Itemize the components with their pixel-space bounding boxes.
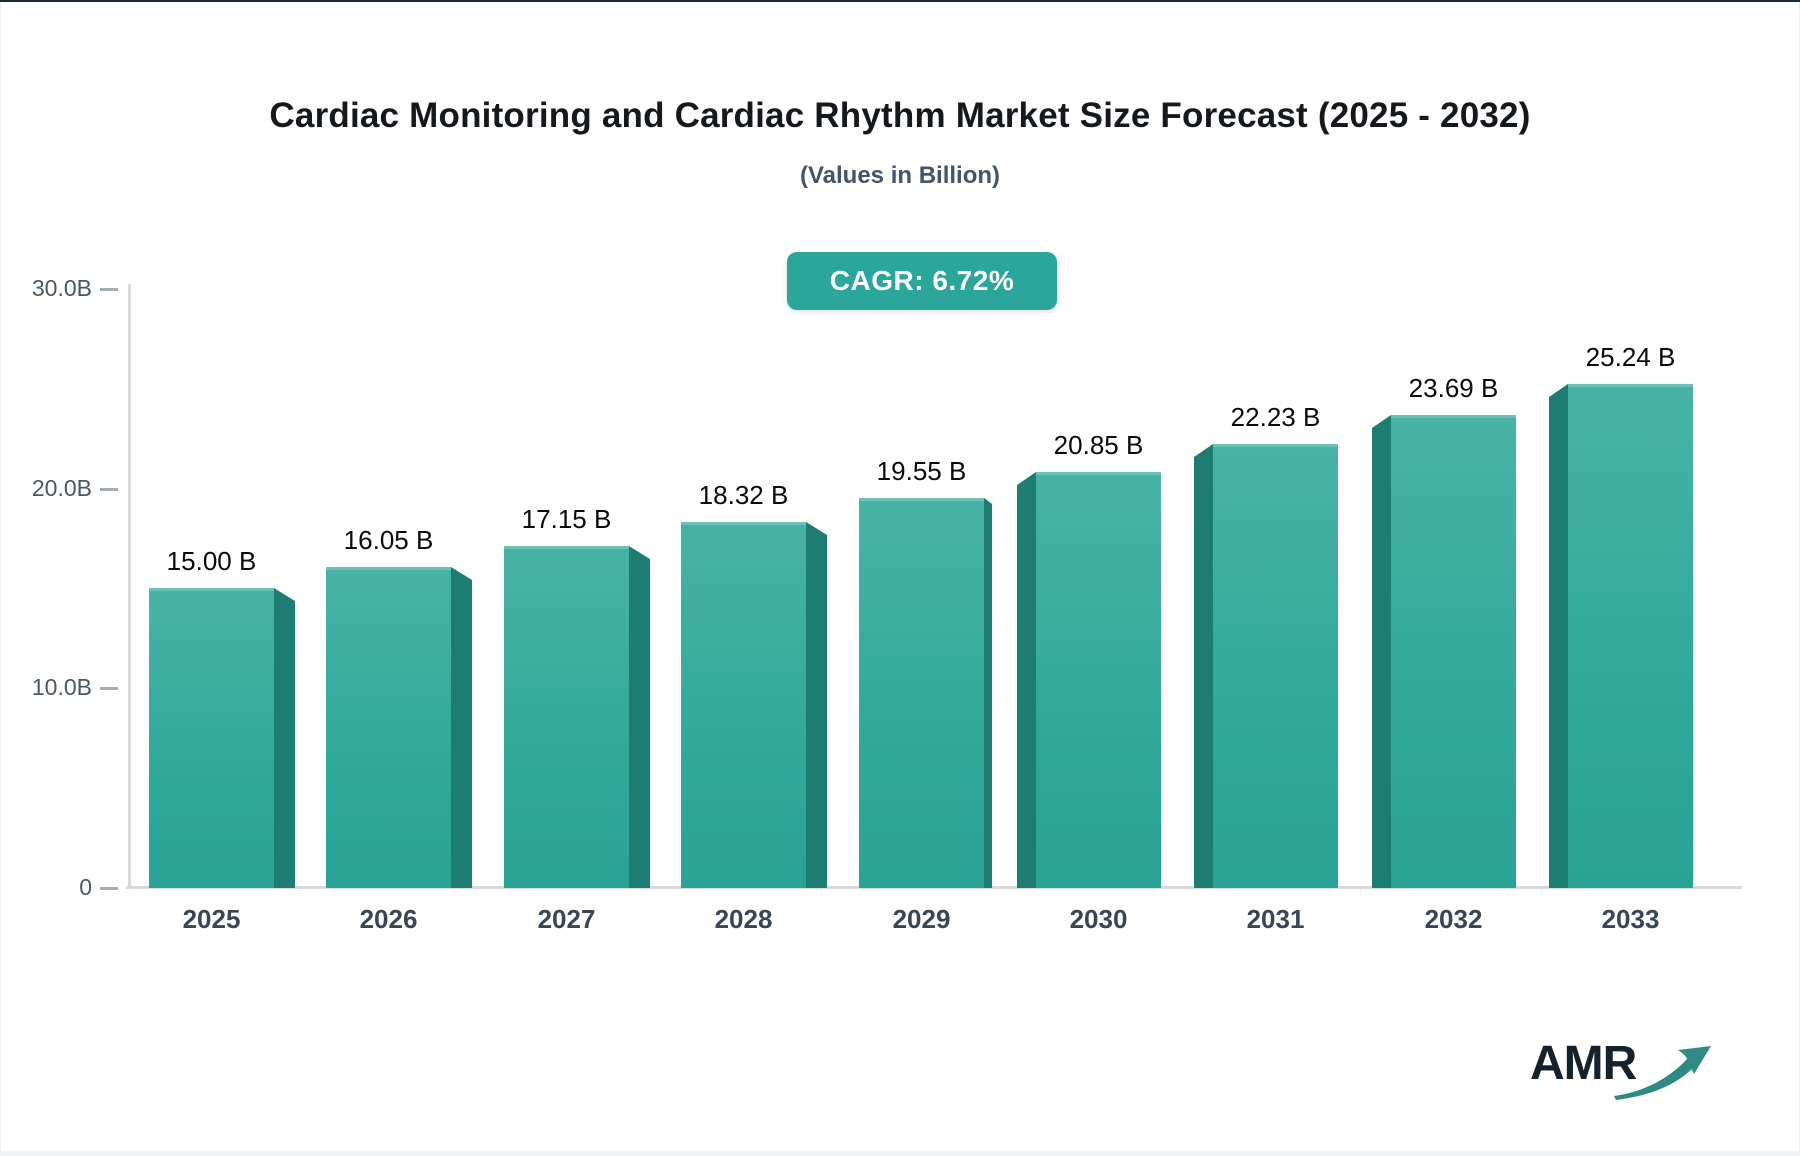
bar-value-label: 25.24 B	[1585, 342, 1676, 372]
bar-value-label: 15.00 B	[166, 546, 257, 576]
bar-side	[451, 567, 472, 888]
bar-face	[859, 498, 984, 888]
x-tick-label-2026: 2026	[359, 904, 418, 934]
x-tick-label-2025: 2025	[182, 904, 241, 934]
y-tick-dash	[100, 488, 118, 491]
y-tick-dash	[100, 288, 118, 291]
bottom-border-strip	[0, 1151, 1800, 1156]
bar-2025[interactable]	[149, 588, 295, 888]
bar-side	[1194, 444, 1213, 888]
x-tick-label-2032: 2032	[1424, 904, 1483, 934]
bar-side	[806, 522, 827, 888]
x-tick-label-2027: 2027	[537, 904, 596, 934]
bar-2031[interactable]	[1194, 444, 1338, 888]
cagr-badge: CAGR: 6.72%	[787, 252, 1057, 310]
x-tick-label-2029: 2029	[892, 904, 951, 934]
bar-side	[1549, 384, 1568, 888]
y-tick-dash	[100, 887, 118, 890]
y-tick-label: 0	[79, 874, 92, 900]
bar-value-label: 22.23 B	[1230, 402, 1321, 432]
bar-side	[1017, 472, 1036, 888]
bar-value-label: 17.15 B	[521, 504, 612, 534]
amr-logo: AMR	[1530, 1036, 1720, 1106]
x-tick-label-2031: 2031	[1246, 904, 1305, 934]
growth-arrow-icon	[1614, 1046, 1711, 1100]
y-tick-label: 10.0B	[31, 674, 92, 700]
top-border-line	[0, 0, 1800, 2]
chart-subtitle: (Values in Billion)	[799, 162, 1001, 189]
x-tick-label-2033: 2033	[1601, 904, 1660, 934]
bar-face	[1213, 444, 1338, 888]
bar-2027[interactable]	[504, 546, 650, 888]
y-tick-label: 30.0B	[31, 275, 92, 301]
y-tick-label: 20.0B	[31, 475, 92, 501]
bar-2028[interactable]	[681, 522, 827, 888]
bar-2032[interactable]	[1372, 415, 1516, 888]
bar-face	[1391, 415, 1516, 888]
bar-face	[1568, 384, 1693, 888]
bar-side	[629, 546, 650, 888]
bar-2030[interactable]	[1017, 472, 1161, 888]
bar-face	[504, 546, 629, 888]
bar-face	[149, 588, 274, 888]
bar-face	[1036, 472, 1161, 888]
bar-value-label: 16.05 B	[343, 525, 434, 555]
x-tick-label-2028: 2028	[714, 904, 773, 934]
bar-side	[1372, 415, 1391, 888]
bar-2026[interactable]	[326, 567, 472, 888]
bar-value-label: 23.69 B	[1408, 373, 1499, 403]
y-axis	[128, 284, 131, 888]
amr-logo-text: AMR	[1530, 1037, 1637, 1090]
bar-2029[interactable]	[859, 498, 992, 888]
bar-value-label: 20.85 B	[1053, 430, 1144, 460]
bar-2033[interactable]	[1549, 384, 1693, 888]
bar-value-label: 19.55 B	[876, 456, 967, 486]
bar-side	[984, 498, 992, 888]
x-tick-label-2030: 2030	[1069, 904, 1128, 934]
bar-side	[274, 588, 295, 888]
cagr-badge-label: CAGR: 6.72%	[829, 265, 1015, 296]
bar-face	[681, 522, 806, 888]
y-tick-dash	[100, 687, 118, 690]
bar-value-label: 18.32 B	[698, 480, 789, 510]
bar-face	[326, 567, 451, 888]
chart-title: Cardiac Monitoring and Cardiac Rhythm Ma…	[269, 96, 1531, 135]
